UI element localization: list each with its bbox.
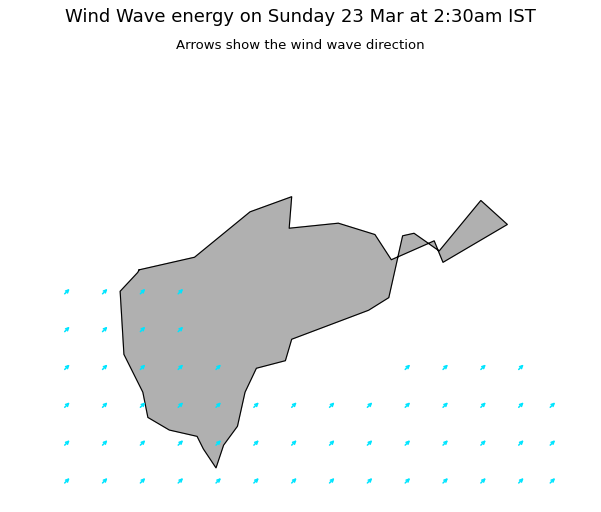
Text: Wind Wave energy on Sunday 23 Mar at 2:30am IST: Wind Wave energy on Sunday 23 Mar at 2:3…: [65, 8, 536, 27]
Text: Arrows show the wind wave direction: Arrows show the wind wave direction: [176, 39, 425, 52]
Polygon shape: [120, 197, 507, 468]
